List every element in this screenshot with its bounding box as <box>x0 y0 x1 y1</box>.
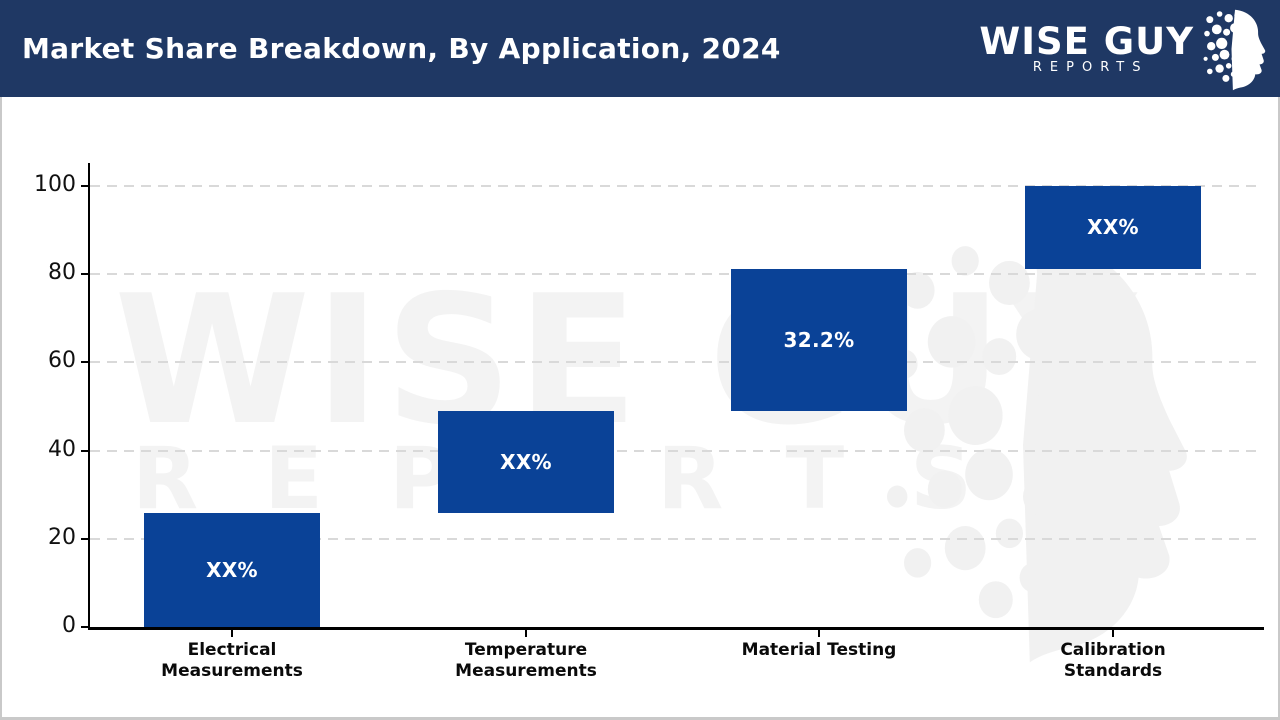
y-tick-label-40: 40 <box>48 436 76 462</box>
bar-material-testing: 32.2% <box>731 268 907 411</box>
brand-name: WISE GUY <box>979 19 1194 63</box>
y-tick-mark-40 <box>81 449 89 452</box>
bar-value-label-material-testing: 32.2% <box>783 327 855 352</box>
gridline-40 <box>90 449 1260 452</box>
y-tick-mark-80 <box>81 273 89 276</box>
y-tick-label-0: 0 <box>62 613 76 638</box>
gridline-80 <box>90 273 1260 276</box>
chart-title: Market Share Breakdown, By Application, … <box>22 32 781 65</box>
y-tick-mark-60 <box>81 361 89 364</box>
brand-subtitle: REPORTS <box>1032 60 1149 76</box>
header-bar: Market Share Breakdown, By Application, … <box>0 0 1280 97</box>
y-tick-label-20: 20 <box>48 524 76 550</box>
x-tick-mark-material-testing <box>818 630 820 637</box>
x-category-label-temperature-measurements: Temperature Measurements <box>455 640 597 681</box>
bar-value-label-calibration-standards: XX% <box>1087 215 1139 240</box>
y-tick-label-80: 80 <box>48 260 76 286</box>
gridline-60 <box>90 361 1260 364</box>
y-tick-mark-0 <box>81 626 89 628</box>
x-tick-mark-electrical-measurements <box>231 630 233 637</box>
x-category-label-calibration-standards: Calibration Standards <box>1060 640 1166 681</box>
y-tick-label-60: 60 <box>48 348 76 374</box>
bar-value-label-temperature-measurements: XX% <box>500 449 552 474</box>
x-tick-mark-temperature-measurements <box>525 630 527 637</box>
gridline-100 <box>90 185 1260 187</box>
bar-temperature-measurements: XX% <box>438 410 614 513</box>
bar-electrical-measurements: XX% <box>144 512 320 627</box>
y-tick-mark-100 <box>81 185 89 187</box>
y-tick-label-100: 100 <box>34 172 76 197</box>
brand-logo: WISE GUY REPORTS <box>979 4 1272 94</box>
brand-text: WISE GUY REPORTS <box>979 19 1194 76</box>
bar-calibration-standards: XX% <box>1025 186 1201 269</box>
x-category-label-material-testing: Material Testing <box>741 640 897 660</box>
x-tick-mark-calibration-standards <box>1112 630 1114 637</box>
y-axis-spine <box>88 163 90 629</box>
x-category-label-electrical-measurements: Electrical Measurements <box>161 640 303 681</box>
brand-head-icon <box>1203 9 1266 91</box>
gridline-20 <box>90 537 1260 540</box>
y-tick-mark-20 <box>81 537 89 540</box>
x-axis-spine <box>88 627 1264 630</box>
bar-value-label-electrical-measurements: XX% <box>206 557 258 582</box>
